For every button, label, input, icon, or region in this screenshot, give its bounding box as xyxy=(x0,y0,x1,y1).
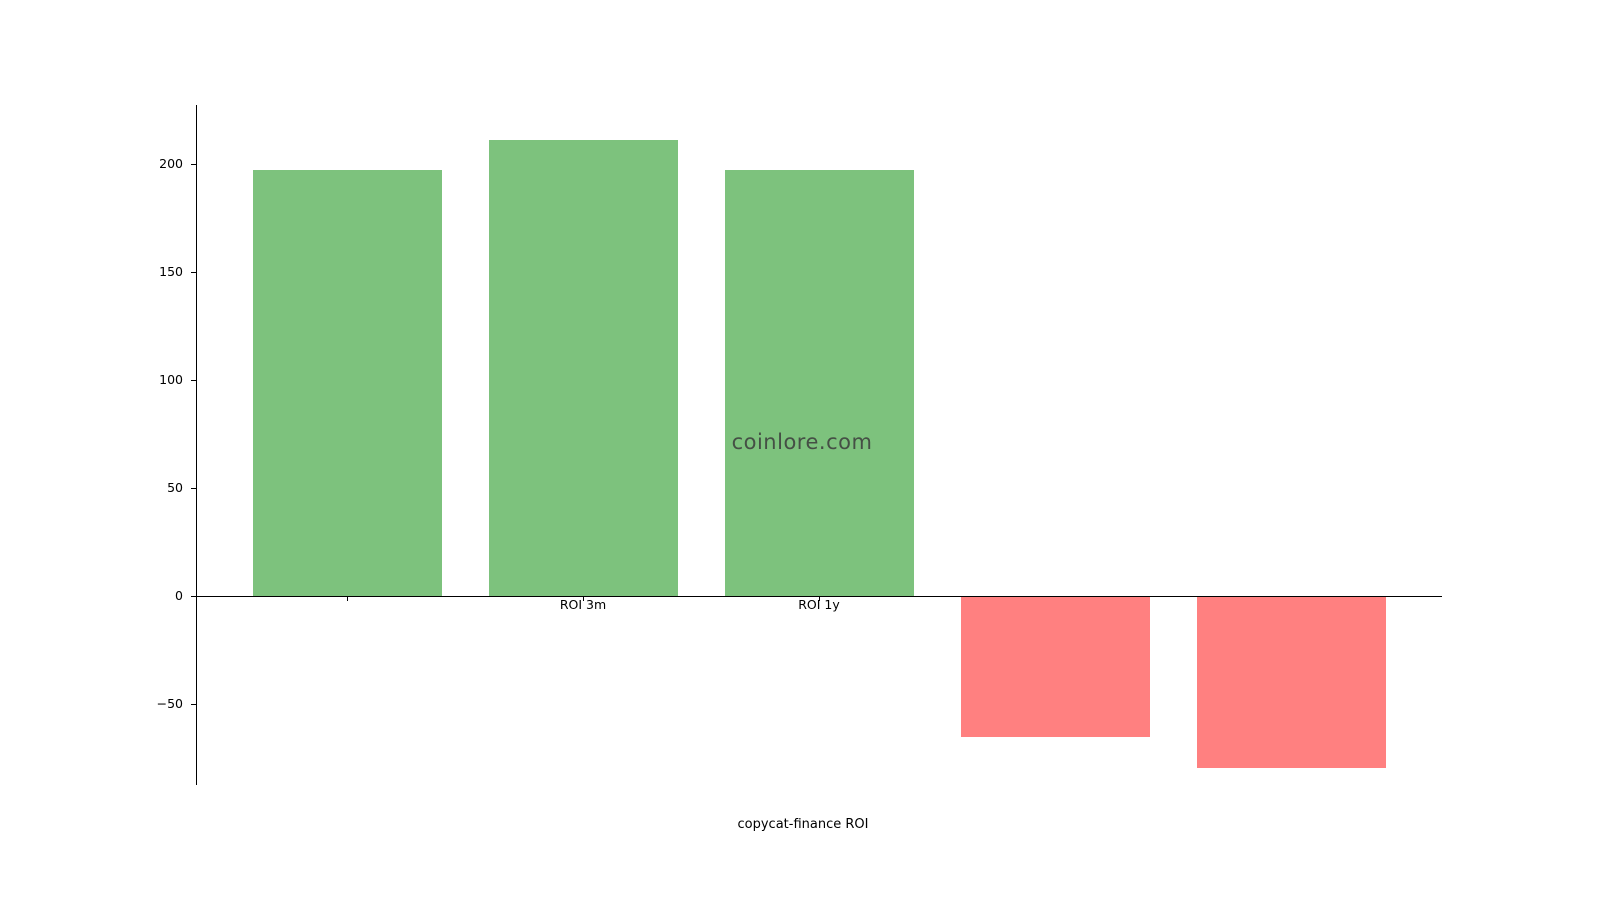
x-tick xyxy=(347,597,348,601)
bar-roi-1y xyxy=(725,170,914,596)
y-tick xyxy=(191,596,196,597)
y-tick xyxy=(191,488,196,489)
y-tick-label: 150 xyxy=(159,264,183,279)
bar-category-4 xyxy=(1197,597,1386,768)
x-axis-line xyxy=(196,596,1442,597)
bar-category-3 xyxy=(961,597,1150,737)
y-tick-label: 100 xyxy=(159,372,183,387)
y-axis-line xyxy=(196,105,197,785)
chart-title: copycat-finance ROI xyxy=(737,817,869,832)
bar-roi-3m xyxy=(489,140,678,596)
y-tick xyxy=(191,380,196,381)
watermark-text: coinlore.com xyxy=(731,430,873,454)
y-tick-label: −50 xyxy=(156,696,183,711)
y-tick xyxy=(191,704,196,705)
x-tick-label: ROI 3m xyxy=(559,597,607,612)
y-tick xyxy=(191,164,196,165)
y-tick-label: 200 xyxy=(159,156,183,171)
y-tick-label: 50 xyxy=(167,480,183,495)
y-tick-label: 0 xyxy=(175,588,183,603)
y-tick xyxy=(191,272,196,273)
x-tick xyxy=(819,597,820,601)
x-tick-label: ROI 1y xyxy=(798,597,840,612)
x-tick xyxy=(583,597,584,601)
bar-category-0 xyxy=(253,170,442,596)
